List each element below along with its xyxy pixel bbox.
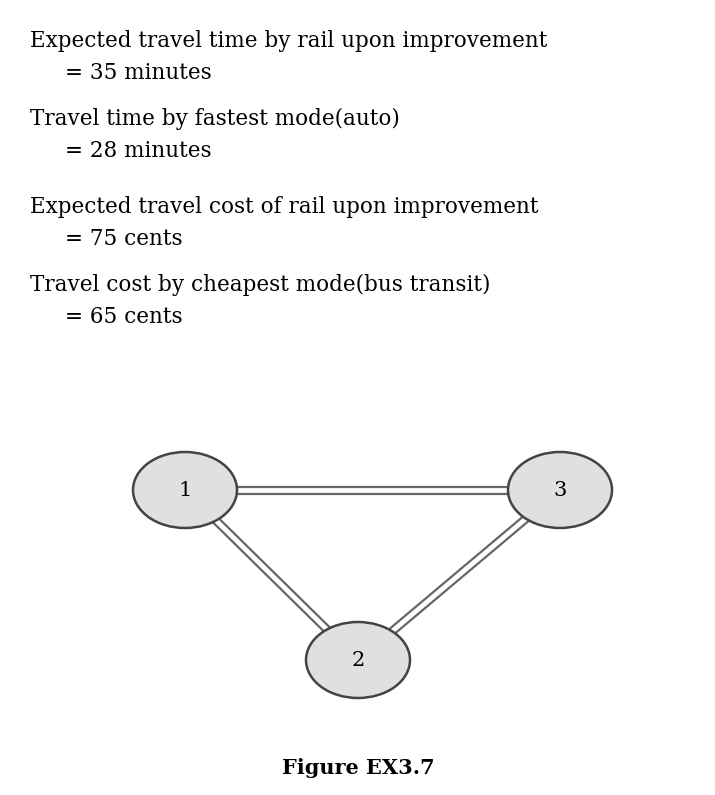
Text: = 75 cents: = 75 cents xyxy=(65,228,182,250)
Text: 3: 3 xyxy=(553,480,567,499)
Text: Travel cost by cheapest mode(bus transit): Travel cost by cheapest mode(bus transit… xyxy=(30,274,490,296)
Text: 2: 2 xyxy=(351,650,365,669)
Ellipse shape xyxy=(306,622,410,698)
Text: = 35 minutes: = 35 minutes xyxy=(65,62,212,84)
Text: Travel time by fastest mode(auto): Travel time by fastest mode(auto) xyxy=(30,108,400,130)
Text: = 65 cents: = 65 cents xyxy=(65,306,182,328)
Text: = 28 minutes: = 28 minutes xyxy=(65,140,212,162)
Text: Expected travel time by rail upon improvement: Expected travel time by rail upon improv… xyxy=(30,30,548,52)
Text: 1: 1 xyxy=(178,480,192,499)
Ellipse shape xyxy=(133,452,237,528)
Ellipse shape xyxy=(508,452,612,528)
Text: Figure EX3.7: Figure EX3.7 xyxy=(282,758,434,778)
Text: Expected travel cost of rail upon improvement: Expected travel cost of rail upon improv… xyxy=(30,196,538,218)
